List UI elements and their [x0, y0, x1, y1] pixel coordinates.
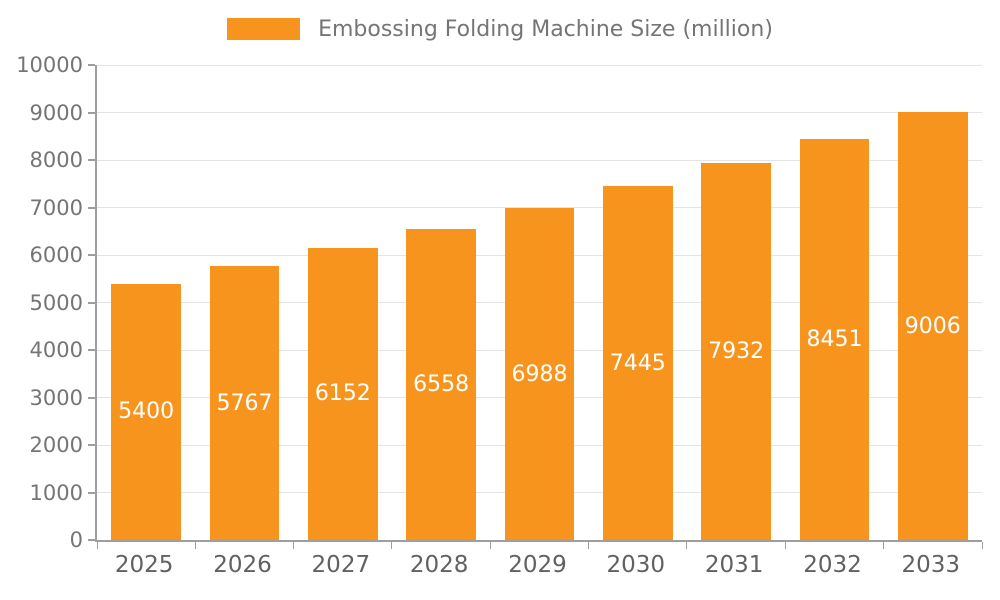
bar-slot-2025: 5400	[97, 65, 195, 540]
bar-slot-2030: 7445	[589, 65, 687, 540]
legend-swatch	[227, 18, 301, 40]
bar-2033: 9006	[897, 112, 968, 540]
y-tick-mark	[88, 539, 95, 541]
bar-slot-2033: 9006	[884, 65, 982, 540]
x-tick-mark	[489, 542, 491, 549]
bar-slot-2026: 5767	[195, 65, 293, 540]
bar-slot-2029: 6988	[490, 65, 588, 540]
bar-2028: 6558	[406, 228, 477, 540]
bar-slot-2027: 6152	[294, 65, 392, 540]
x-tick-mark	[96, 542, 98, 549]
bar-value-label: 5767	[216, 390, 273, 416]
y-tick-mark	[88, 444, 95, 446]
x-axis: 2025 2026 2027 2028 2029 2030 2031 2032 2033	[95, 552, 980, 586]
y-tick-label: 5000	[29, 290, 83, 315]
bar-value-label: 9006	[904, 313, 961, 339]
bar-2027: 6152	[307, 247, 378, 540]
bar-value-label: 6988	[511, 361, 568, 387]
x-tick-label: 2025	[114, 552, 174, 578]
gridline	[97, 112, 982, 113]
y-axis: 0 1000 2000 3000 4000 5000 6000 7000 8000 9000 100…	[0, 53, 95, 552]
bar-value-label: 6558	[413, 371, 470, 397]
gridline	[97, 64, 982, 66]
x-tick-mark	[391, 542, 393, 549]
plot-area: 5400 5767 6152 6558 6988 7445 7932 8451 9006	[95, 64, 983, 549]
x-tick-label: 2027	[311, 552, 371, 578]
x-tick-label: 2029	[508, 552, 567, 578]
y-tick-mark	[88, 301, 95, 304]
y-tick-mark	[88, 206, 95, 209]
bar-slot-2028: 6558	[392, 65, 490, 540]
y-tick-mark	[88, 349, 95, 351]
y-tick-mark	[88, 64, 95, 66]
bar-value-label: 7932	[708, 339, 765, 365]
bar-2025: 5400	[111, 283, 182, 540]
bar-2031: 7932	[701, 163, 772, 540]
bar-2026: 5767	[209, 266, 280, 540]
legend-label: Embossing Folding Machine Size (million)	[318, 16, 773, 42]
bar-slot-2032: 8451	[785, 65, 883, 540]
y-tick-label: 3000	[29, 385, 83, 410]
x-tick-label: 2030	[606, 552, 666, 578]
bars-layer: 5400 5767 6152 6558 6988 7445 7932 8451 9006	[97, 65, 982, 540]
bar-value-label: 6152	[314, 381, 371, 407]
bar-value-label: 7445	[609, 350, 666, 376]
y-tick-label: 7000	[29, 195, 83, 220]
bar-2030: 7445	[602, 186, 673, 540]
x-tick-mark	[194, 542, 196, 549]
bar-2032: 8451	[799, 138, 870, 540]
bar-value-label: 8451	[806, 326, 863, 352]
y-tick-mark	[88, 111, 95, 114]
y-tick-mark	[88, 159, 95, 161]
y-tick-label: 8000	[29, 148, 83, 172]
bar-2029: 6988	[504, 208, 575, 540]
x-tick-label: 2032	[803, 552, 862, 578]
y-tick-mark	[88, 491, 95, 494]
y-tick-label: 0	[69, 528, 83, 552]
bar-value-label: 5400	[118, 399, 175, 425]
y-tick-mark	[88, 396, 95, 399]
gridline	[97, 159, 982, 161]
y-tick-label: 6000	[29, 243, 83, 267]
x-tick-mark	[588, 542, 590, 549]
bar-slot-2031: 7932	[687, 65, 785, 540]
y-tick-label: 2000	[29, 433, 83, 457]
y-tick-label: 4000	[29, 338, 83, 362]
x-tick-mark	[883, 542, 885, 549]
y-tick-mark	[88, 254, 95, 256]
y-tick-label: 1000	[29, 480, 83, 505]
gridline	[97, 207, 982, 208]
x-tick-label: 2028	[409, 552, 469, 578]
y-tick-label: 10000	[16, 53, 83, 77]
x-tick-label: 2026	[213, 552, 272, 578]
x-tick-mark	[686, 542, 688, 549]
chart-legend: Embossing Folding Machine Size (million)	[0, 14, 1000, 44]
x-tick-label: 2031	[704, 552, 764, 578]
y-tick-label: 9000	[29, 100, 83, 125]
x-tick-mark	[293, 542, 295, 549]
x-tick-mark	[981, 542, 983, 549]
x-tick-mark	[784, 542, 786, 549]
x-tick-label: 2033	[901, 552, 961, 578]
